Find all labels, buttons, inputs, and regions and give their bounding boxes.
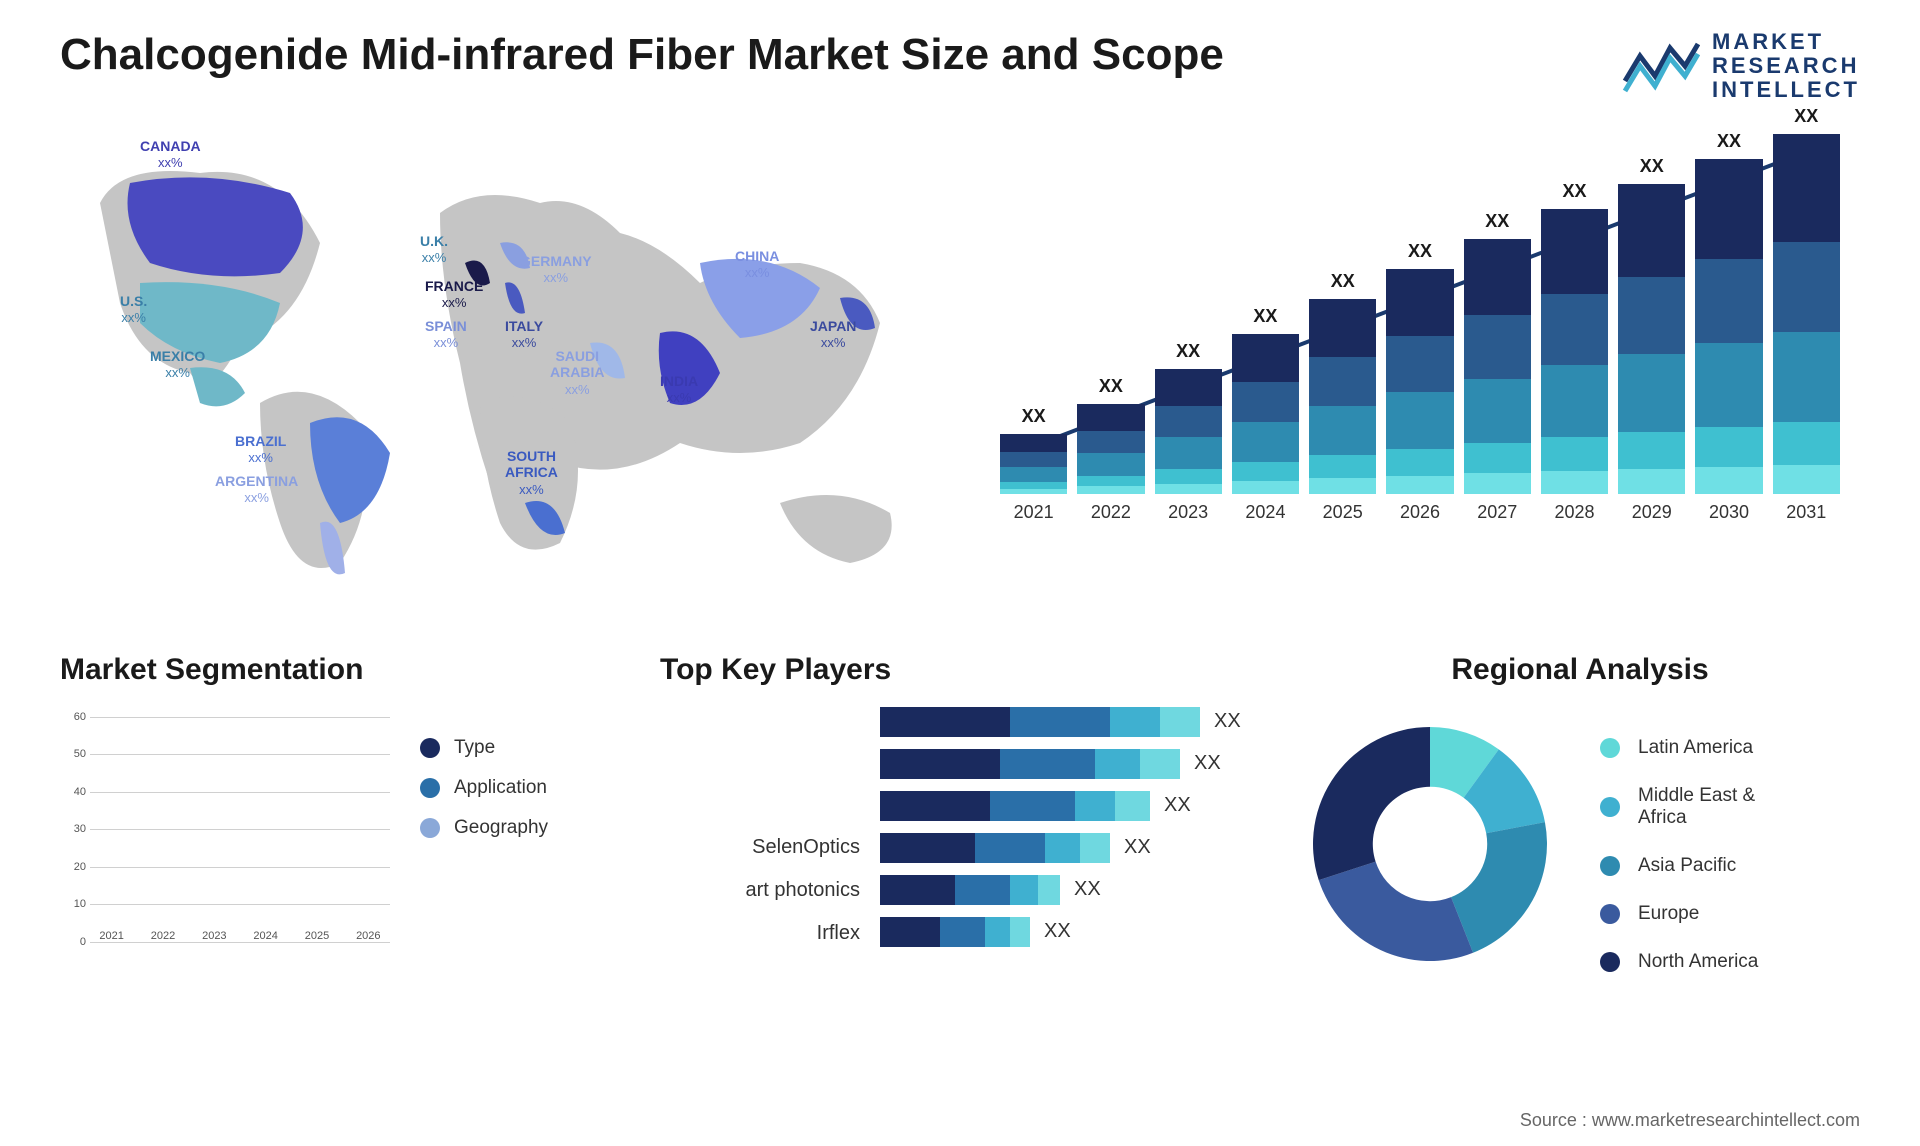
growth-bar: XX2028 [1541, 209, 1608, 523]
player-bar: XX [880, 833, 1260, 863]
players-panel: Top Key Players SelenOptics art photonics… [660, 653, 1260, 981]
seg-bar: 2021 [90, 926, 133, 942]
segmentation-panel: Market Segmentation 0102030405060 202120… [60, 653, 620, 981]
legend-item: Middle East &Africa [1600, 785, 1758, 829]
logo-text-2: RESEARCH [1712, 54, 1860, 78]
player-bar: XX [880, 749, 1260, 779]
segmentation-legend: Type Application Geography [420, 707, 548, 967]
regional-legend: Latin America Middle East &Africa Asia Pac… [1600, 707, 1758, 981]
growth-bar: XX2031 [1773, 134, 1840, 523]
player-bar: XX [880, 917, 1260, 947]
map-label: ITALYxx% [505, 318, 543, 352]
legend-item: Application [420, 777, 548, 799]
donut-chart [1300, 714, 1560, 974]
donut-slice [1313, 727, 1430, 880]
growth-bar: XX2021 [1000, 434, 1067, 523]
legend-item: North America [1600, 951, 1758, 973]
growth-bar: XX2027 [1464, 239, 1531, 523]
player-bar: XX [880, 875, 1260, 905]
map-label: INDIAxx% [660, 373, 698, 407]
seg-bar: 2025 [295, 926, 338, 942]
map-label: BRAZILxx% [235, 433, 286, 467]
growth-bar: XX2024 [1232, 334, 1299, 523]
segmentation-title: Market Segmentation [60, 653, 620, 687]
map-label: CANADAxx% [140, 138, 201, 172]
legend-item: Asia Pacific [1600, 855, 1758, 877]
map-label: FRANCExx% [425, 278, 483, 312]
map-label: U.K.xx% [420, 233, 448, 267]
logo-text-3: INTELLECT [1712, 78, 1860, 102]
map-label: CHINAxx% [735, 248, 779, 282]
donut-slice [1319, 861, 1473, 960]
source-text: Source : www.marketresearchintellect.com [1520, 1110, 1860, 1131]
player-name: Irflex [660, 922, 860, 945]
world-map: CANADAxx% U.S.xx%MEXICOxx% BRAZILxx% ARGENT… [60, 123, 940, 623]
logo-icon [1620, 36, 1700, 96]
map-label: SOUTHAFRICAxx% [505, 448, 558, 498]
page-title: Chalcogenide Mid-infrared Fiber Market S… [60, 30, 1224, 80]
growth-bar: XX2026 [1386, 269, 1453, 523]
growth-bar: XX2023 [1155, 369, 1222, 523]
seg-bar: 2023 [193, 926, 236, 942]
regional-panel: Regional Analysis Latin America Middle Ea… [1300, 653, 1860, 981]
map-label: SPAINxx% [425, 318, 467, 352]
logo-text-1: MARKET [1712, 30, 1860, 54]
player-bar: XX [880, 707, 1260, 737]
map-label: ARGENTINAxx% [215, 473, 298, 507]
player-name: art photonics [660, 879, 860, 902]
map-label: JAPANxx% [810, 318, 856, 352]
players-bars: XX XX XX XX XX XX [880, 707, 1260, 947]
map-label: SAUDIARABIAxx% [550, 348, 604, 398]
players-title: Top Key Players [660, 653, 1260, 687]
map-label: GERMANYxx% [520, 253, 592, 287]
players-names: SelenOptics art photonics Irflex [660, 707, 860, 947]
seg-bar: 2024 [244, 926, 287, 942]
legend-item: Type [420, 737, 548, 759]
growth-chart: XX2021XX2022XX2023XX2024XX2025XX2026XX20… [980, 123, 1860, 623]
regional-title: Regional Analysis [1300, 653, 1860, 687]
growth-bar: XX2030 [1695, 159, 1762, 523]
seg-bar: 2026 [347, 926, 390, 942]
player-bar: XX [880, 791, 1260, 821]
growth-bar: XX2022 [1077, 404, 1144, 523]
legend-item: Geography [420, 817, 548, 839]
donut-slice [1451, 822, 1547, 953]
legend-item: Latin America [1600, 737, 1758, 759]
player-name: SelenOptics [660, 836, 860, 859]
legend-item: Europe [1600, 903, 1758, 925]
map-label: U.S.xx% [120, 293, 147, 327]
growth-bar: XX2025 [1309, 299, 1376, 523]
growth-bar: XX2029 [1618, 184, 1685, 523]
map-label: MEXICOxx% [150, 348, 205, 382]
logo: MARKET RESEARCH INTELLECT [1620, 30, 1860, 103]
segmentation-chart: 0102030405060 202120222023202420252026 [60, 707, 390, 967]
seg-bar: 2022 [141, 926, 184, 942]
